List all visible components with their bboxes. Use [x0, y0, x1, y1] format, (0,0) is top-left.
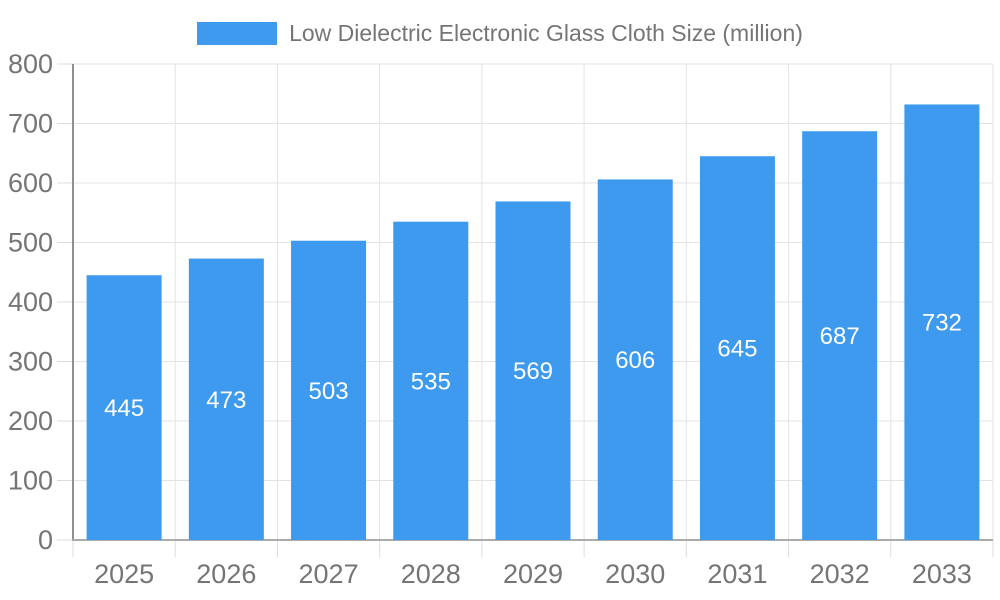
bar[interactable] [597, 179, 673, 540]
bar-value-label: 687 [820, 323, 860, 350]
bar-value-label: 732 [922, 310, 962, 337]
y-tick-label: 700 [8, 109, 53, 139]
x-tick-label: 2030 [605, 559, 665, 589]
bar[interactable] [699, 156, 775, 540]
bar-value-label: 569 [513, 358, 553, 385]
x-tick-label: 2027 [299, 559, 359, 589]
y-tick-label: 100 [8, 466, 53, 496]
bar-value-label: 606 [615, 347, 655, 374]
legend-label: Low Dielectric Electronic Glass Cloth Si… [289, 19, 803, 46]
bar[interactable] [904, 104, 980, 541]
y-tick-label: 0 [38, 525, 53, 555]
x-tick-label: 2033 [912, 559, 972, 589]
bar[interactable] [188, 258, 264, 540]
bar-value-label: 445 [104, 395, 144, 422]
x-tick-label: 2026 [196, 559, 256, 589]
x-tick-label: 2025 [94, 559, 154, 589]
legend: Low Dielectric Electronic Glass Cloth Si… [0, 19, 1000, 47]
x-tick-label: 2031 [707, 559, 767, 589]
y-tick-label: 600 [8, 168, 53, 198]
bar[interactable] [393, 221, 469, 541]
x-tick-label: 2029 [503, 559, 563, 589]
bar[interactable] [86, 275, 162, 540]
y-tick-label: 800 [8, 49, 53, 79]
bar[interactable] [495, 201, 571, 540]
bar[interactable] [291, 240, 367, 540]
bar-value-label: 473 [206, 387, 246, 414]
legend-swatch-icon [197, 21, 278, 45]
y-tick-label: 200 [8, 406, 53, 436]
bar-value-label: 535 [411, 368, 451, 395]
bar-value-label: 645 [717, 336, 757, 363]
bar[interactable] [802, 131, 878, 541]
y-tick-label: 400 [8, 287, 53, 317]
x-tick-label: 2032 [810, 559, 870, 589]
legend-item[interactable]: Low Dielectric Electronic Glass Cloth Si… [197, 20, 803, 47]
y-tick-label: 300 [8, 347, 53, 377]
x-tick-label: 2028 [401, 559, 461, 589]
y-tick-label: 500 [8, 228, 53, 258]
bar-value-label: 503 [309, 378, 349, 405]
